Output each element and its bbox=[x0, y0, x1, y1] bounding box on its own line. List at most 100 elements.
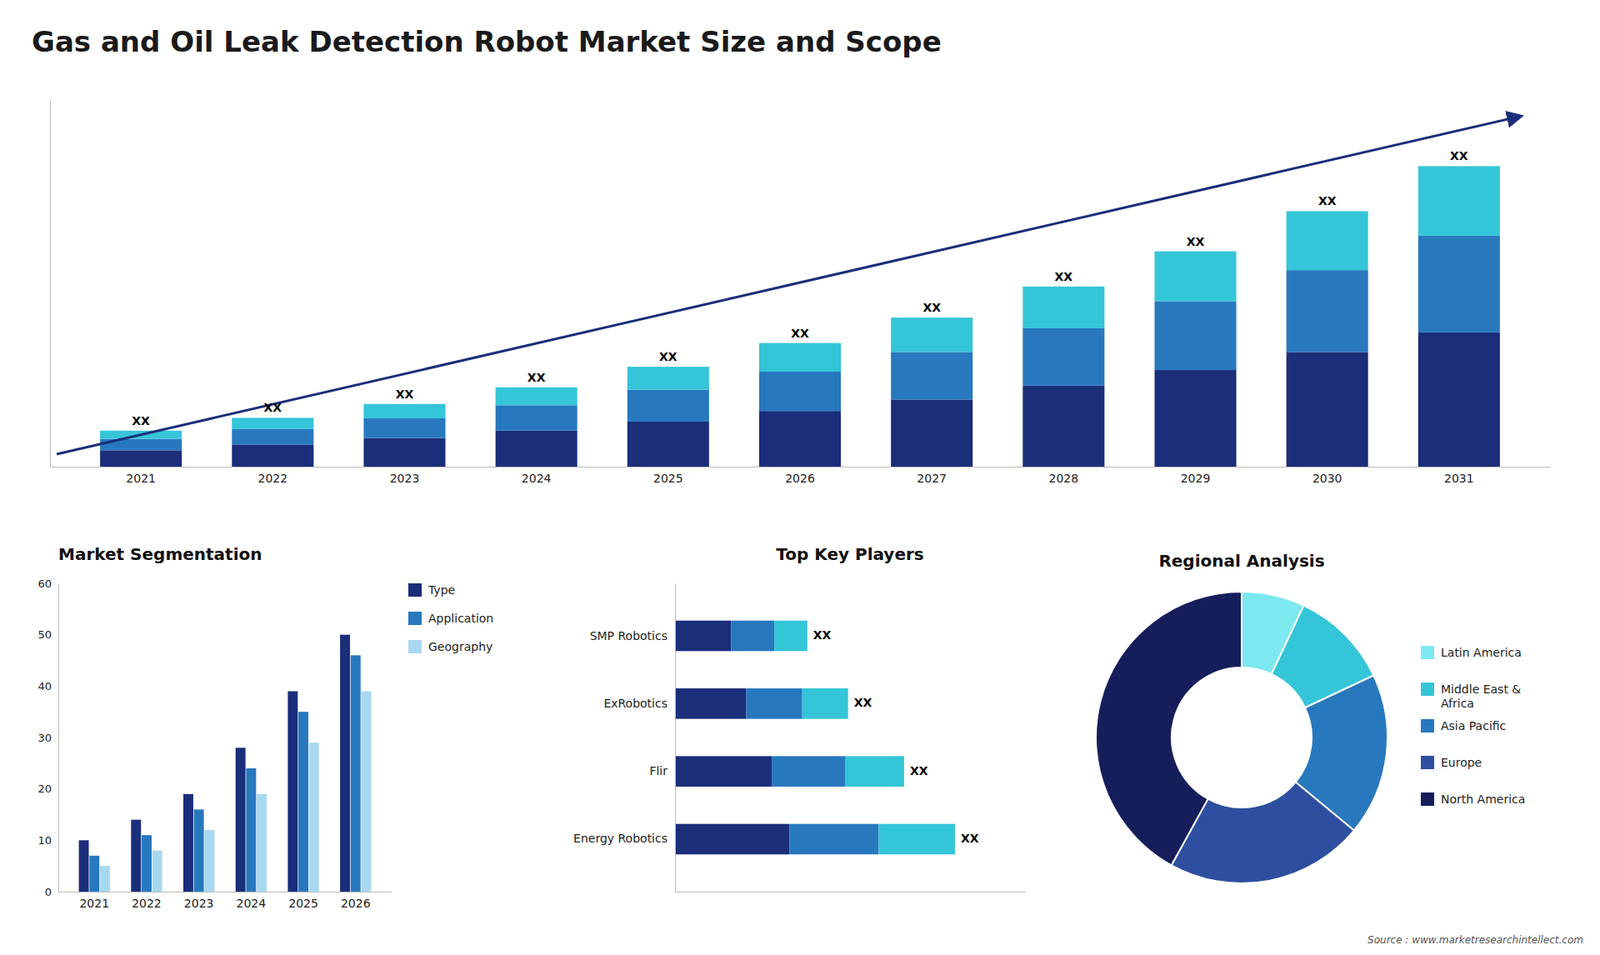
tick: 2027 bbox=[916, 466, 947, 485]
bar bbox=[231, 444, 314, 467]
bar bbox=[1022, 328, 1105, 386]
x-axis: 2021 2022 2023 2024 2025 2026 2027 2028 2029 2030… bbox=[50, 466, 1551, 485]
tick-label: 2030 bbox=[1312, 471, 1343, 485]
tick: 20 bbox=[37, 782, 59, 795]
tick: 40 bbox=[37, 680, 59, 693]
bar bbox=[287, 691, 298, 893]
bar bbox=[1418, 332, 1500, 467]
tick: 2031 bbox=[1444, 466, 1475, 485]
legend-label: Application bbox=[428, 611, 494, 625]
tick: 2025 bbox=[288, 891, 319, 910]
bar bbox=[231, 429, 314, 445]
bar bbox=[183, 794, 194, 892]
data-label: XX bbox=[813, 628, 832, 642]
bar bbox=[1286, 351, 1369, 467]
tick: 2029 bbox=[1180, 466, 1211, 485]
data-label: XX bbox=[854, 695, 873, 710]
y-axis: Energy RoboticsFlirExRoboticsSMP Robotic… bbox=[573, 584, 675, 893]
bar bbox=[759, 371, 841, 411]
legend: Latin America Middle East &Africa Asia Pac… bbox=[1420, 645, 1525, 806]
legend-swatch bbox=[408, 640, 422, 654]
tick: 2021 bbox=[79, 891, 110, 910]
tick-label: 2027 bbox=[916, 471, 947, 485]
bar bbox=[1022, 385, 1105, 467]
plot-marks bbox=[1095, 591, 1388, 884]
tick-label: 2022 bbox=[257, 471, 288, 485]
legend-item: Latin America bbox=[1420, 645, 1522, 660]
legend: Type Application Geography bbox=[408, 583, 494, 654]
legend-swatch bbox=[1420, 792, 1435, 806]
bar bbox=[231, 417, 314, 429]
tick-label: 2026 bbox=[340, 896, 371, 910]
tick-label: 2025 bbox=[288, 896, 319, 910]
bar bbox=[675, 755, 772, 787]
tick-label: 60 bbox=[37, 577, 52, 590]
bar bbox=[675, 688, 747, 720]
y-axis bbox=[50, 100, 51, 468]
legend-item: Middle East &Africa bbox=[1420, 682, 1521, 710]
plot-marks bbox=[675, 620, 955, 855]
bar bbox=[878, 824, 955, 855]
bar bbox=[1154, 300, 1236, 370]
axis-line bbox=[50, 466, 1551, 468]
chart-title: Gas and Oil Leak Detection Robot Market … bbox=[31, 25, 942, 59]
legend-item: Application bbox=[408, 611, 494, 625]
series bbox=[89, 655, 360, 892]
legend-item: North America bbox=[1420, 792, 1525, 806]
data-label: XX bbox=[527, 370, 546, 385]
axis-line bbox=[58, 584, 60, 893]
bar bbox=[890, 399, 973, 467]
legend-swatch bbox=[408, 611, 422, 625]
bar bbox=[1418, 165, 1500, 236]
bar bbox=[627, 421, 710, 467]
tick-label: 2022 bbox=[131, 896, 162, 910]
bar bbox=[298, 711, 309, 892]
bar bbox=[1022, 286, 1105, 329]
bar bbox=[746, 688, 803, 720]
tick-label: SMP Robotics bbox=[590, 629, 668, 643]
tick-label: 50 bbox=[37, 628, 52, 641]
tick: 2023 bbox=[390, 466, 420, 485]
bar bbox=[141, 835, 152, 892]
tick: Flir bbox=[649, 764, 675, 778]
bar bbox=[802, 688, 849, 720]
tick: 2028 bbox=[1049, 466, 1080, 485]
tick: 0 bbox=[45, 885, 59, 899]
tick: 2022 bbox=[131, 891, 162, 910]
bar bbox=[100, 450, 182, 467]
bar bbox=[627, 390, 710, 422]
tick-label: Flir bbox=[649, 764, 668, 778]
bar bbox=[495, 405, 578, 430]
legend-label: Type bbox=[427, 583, 455, 597]
data-label: XX bbox=[1450, 149, 1469, 163]
legend-swatch bbox=[1420, 755, 1435, 770]
tick: 2030 bbox=[1312, 466, 1343, 485]
tick: 2023 bbox=[184, 891, 215, 910]
tick: 2021 bbox=[125, 466, 156, 485]
data-label: XX bbox=[910, 764, 929, 778]
legend-label: Asia Pacific bbox=[1440, 719, 1506, 733]
bar bbox=[890, 317, 973, 352]
bar bbox=[350, 655, 361, 892]
dashboard: 2021202220232024202520262027202820292030… bbox=[0, 0, 1600, 955]
legend-item: Geography bbox=[408, 640, 493, 654]
tick-label: 40 bbox=[37, 680, 52, 693]
tick-label: 2031 bbox=[1444, 471, 1475, 485]
tick: 60 bbox=[37, 577, 59, 590]
legend-label: Middle East &Africa bbox=[1440, 682, 1521, 710]
tick-label: 2024 bbox=[521, 471, 552, 485]
bar bbox=[100, 865, 110, 892]
trend-arrow bbox=[56, 115, 1521, 455]
tick-label: 2026 bbox=[785, 471, 815, 485]
tick-label: 30 bbox=[37, 731, 52, 745]
data-label: XX bbox=[264, 400, 283, 415]
tick: Energy Robotics bbox=[573, 831, 675, 845]
tick-label: 2025 bbox=[653, 471, 684, 485]
tick: 2026 bbox=[785, 466, 815, 485]
legend-label: Latin America bbox=[1440, 645, 1522, 660]
bar bbox=[1286, 270, 1369, 352]
legend-label: Geography bbox=[428, 640, 493, 654]
bar bbox=[890, 351, 973, 400]
series bbox=[79, 635, 350, 892]
tick: 30 bbox=[37, 731, 59, 745]
